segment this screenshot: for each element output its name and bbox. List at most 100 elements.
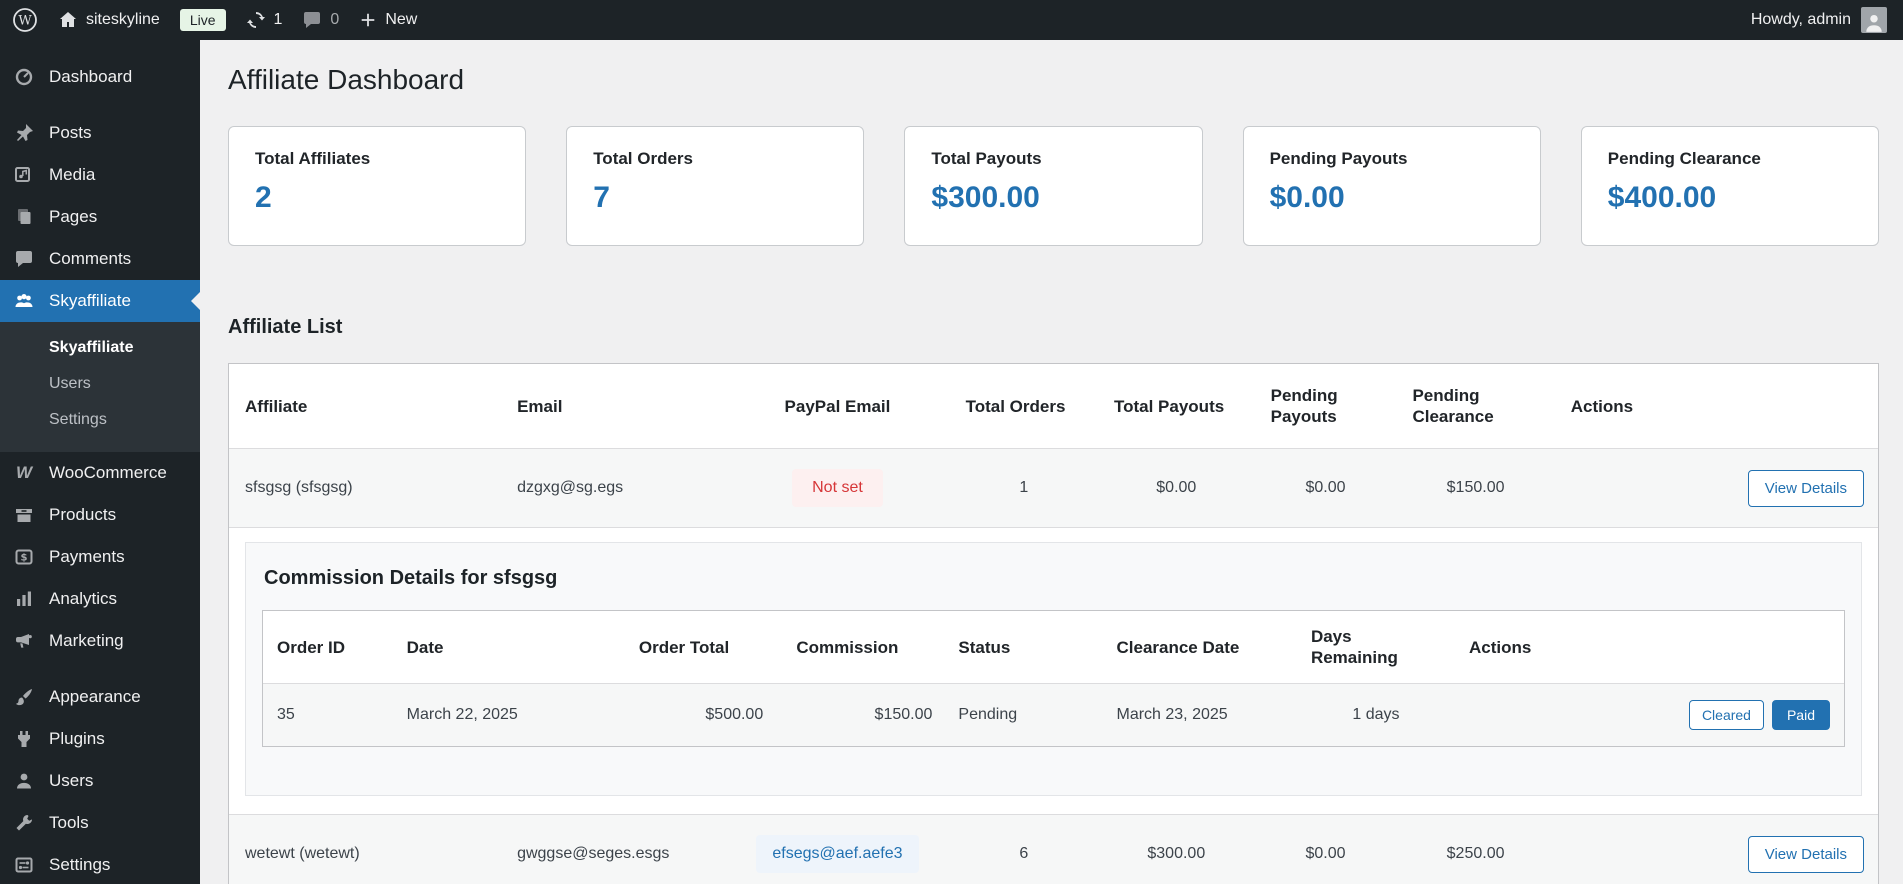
total-orders-value: 1	[1019, 479, 1029, 496]
groups-icon	[12, 291, 36, 311]
site-menu[interactable]: siteskyline	[58, 10, 160, 30]
sidebar-item-label: Posts	[49, 123, 92, 142]
status-text: Pending	[958, 706, 1018, 723]
sidebar-item-skyaffiliate[interactable]: Skyaffiliate	[0, 280, 200, 322]
bar-chart-icon	[12, 589, 36, 609]
submenu-item-users[interactable]: Users	[49, 375, 91, 392]
sidebar-item-label: Payments	[49, 547, 125, 566]
sidebar-item-label: Appearance	[49, 687, 141, 706]
stat-card-pending-clearance: Pending Clearance $400.00	[1580, 126, 1879, 246]
sidebar-item-label: Plugins	[49, 729, 105, 748]
live-badge: Live	[179, 9, 226, 31]
col-order-total: Order Total	[638, 637, 730, 657]
total-orders-value: 6	[1019, 845, 1029, 862]
sidebar-item-analytics[interactable]: Analytics	[0, 578, 200, 620]
comment-icon	[302, 10, 322, 30]
sidebar-item-products[interactable]: Products	[0, 494, 200, 536]
pending-clearance-value: $250.00	[1446, 845, 1505, 862]
dollar-icon: $	[12, 547, 36, 567]
sidebar-item-tools[interactable]: Tools	[0, 802, 200, 844]
order-total: $500.00	[705, 706, 764, 723]
new-content-menu[interactable]: New	[359, 11, 417, 29]
submenu-item-skyaffiliate[interactable]: Skyaffiliate	[49, 339, 134, 356]
plug-icon	[12, 729, 36, 749]
col-pending-clearance: Pending Clearance	[1412, 386, 1494, 426]
wordpress-logo-icon: W	[12, 7, 38, 33]
commission-table-header: Order ID Date Order Total Commission Sta…	[263, 611, 1844, 684]
wordpress-logo[interactable]: W	[12, 7, 38, 33]
main-content: Affiliate Dashboard Total Affiliates 2 T…	[200, 40, 1903, 884]
commission-amount: $150.00	[874, 706, 933, 723]
order-id: 35	[277, 706, 295, 723]
comments-menu[interactable]: 0	[302, 10, 339, 30]
stat-card-pending-payouts: Pending Payouts $0.00	[1242, 126, 1541, 246]
commission-panel-row: Commission Details for sfsgsg	[229, 527, 1878, 815]
dashboard-icon	[12, 67, 36, 87]
stat-card-total-affiliates: Total Affiliates 2	[228, 126, 527, 246]
comment-count: 0	[330, 11, 340, 28]
sidebar-item-label: Marketing	[49, 631, 124, 650]
sidebar-item-label: Tools	[49, 813, 89, 832]
sidebar-item-comments[interactable]: Comments	[0, 238, 200, 280]
wrench-icon	[12, 813, 36, 833]
stat-cards: Total Affiliates 2 Total Orders 7 Total …	[228, 126, 1879, 246]
sidebar-item-label: Products	[49, 505, 117, 524]
commission-panel-title: Commission Details for sfsgsg	[264, 567, 558, 589]
stat-label: Pending Payouts	[1269, 149, 1408, 168]
account-menu[interactable]: Howdy, admin	[1751, 7, 1887, 33]
stat-label: Pending Clearance	[1607, 149, 1761, 168]
stat-value: $0.00	[1269, 181, 1345, 214]
submenu-item-settings[interactable]: Settings	[49, 411, 107, 428]
sidebar-item-appearance[interactable]: Appearance	[0, 676, 200, 718]
stat-card-total-payouts: Total Payouts $300.00	[904, 126, 1203, 246]
commission-panel: Commission Details for sfsgsg	[245, 542, 1862, 796]
affiliate-list-title: Affiliate List	[228, 316, 343, 338]
clearance-date: March 23, 2025	[1116, 706, 1228, 723]
home-icon	[58, 10, 78, 30]
comment-icon	[12, 249, 36, 269]
order-date: March 22, 2025	[406, 706, 518, 723]
svg-text:$: $	[21, 553, 28, 564]
sidebar-item-payments[interactable]: $ Payments	[0, 536, 200, 578]
stat-label: Total Orders	[593, 149, 694, 168]
sidebar-item-posts[interactable]: Posts	[0, 112, 200, 154]
user-icon	[12, 771, 36, 791]
paid-button[interactable]: Paid	[1771, 700, 1830, 730]
avatar	[1861, 7, 1887, 33]
col-clearance-date: Clearance Date	[1116, 637, 1240, 657]
sidebar-item-media[interactable]: Media	[0, 154, 200, 196]
col-actions: Actions	[1570, 396, 1634, 416]
svg-text:W: W	[18, 14, 32, 29]
paypal-not-set-badge: Not set	[792, 469, 883, 507]
cleared-button[interactable]: Cleared	[1688, 700, 1764, 730]
sidebar-item-label: Users	[49, 771, 94, 790]
sidebar-item-users[interactable]: Users	[0, 760, 200, 802]
sidebar-item-dashboard[interactable]: Dashboard	[0, 56, 200, 98]
col-actions: Actions	[1469, 637, 1532, 657]
sidebar-item-label: Comments	[49, 249, 132, 268]
sidebar-item-label: Pages	[49, 207, 98, 226]
pending-payouts-value: $0.00	[1305, 479, 1346, 496]
sidebar-item-marketing[interactable]: Marketing	[0, 620, 200, 662]
view-details-button[interactable]: View Details	[1747, 469, 1864, 507]
sidebar-item-plugins[interactable]: Plugins	[0, 718, 200, 760]
paypal-email-link[interactable]: efsegs@aef.aefe3	[756, 835, 919, 873]
admin-bar: W siteskyline Live 1 0 New Howdy, admin	[0, 0, 1903, 40]
affiliate-table: Affiliate Email PayPal Email Total Order…	[228, 363, 1879, 884]
updates-menu[interactable]: 1	[246, 10, 282, 30]
stat-value: 2	[255, 181, 272, 214]
affiliate-email: dzgxg@sg.egs	[517, 479, 624, 496]
sidebar-item-label: Settings	[49, 855, 111, 874]
stat-value: $300.00	[931, 181, 1040, 214]
sidebar-item-woocommerce[interactable]: W WooCommerce	[0, 452, 200, 494]
sidebar-item-settings[interactable]: Settings	[0, 844, 200, 884]
total-payouts-value: $0.00	[1156, 479, 1197, 496]
pending-clearance-value: $150.00	[1446, 479, 1505, 496]
brush-icon	[12, 687, 36, 707]
sidebar-item-pages[interactable]: Pages	[0, 196, 200, 238]
pushpin-icon	[12, 123, 36, 143]
affiliate-name: sfsgsg (sfsgsg)	[245, 479, 353, 496]
stat-value: $400.00	[1607, 181, 1717, 214]
view-details-button[interactable]: View Details	[1747, 835, 1864, 873]
col-affiliate: Affiliate	[245, 396, 308, 416]
